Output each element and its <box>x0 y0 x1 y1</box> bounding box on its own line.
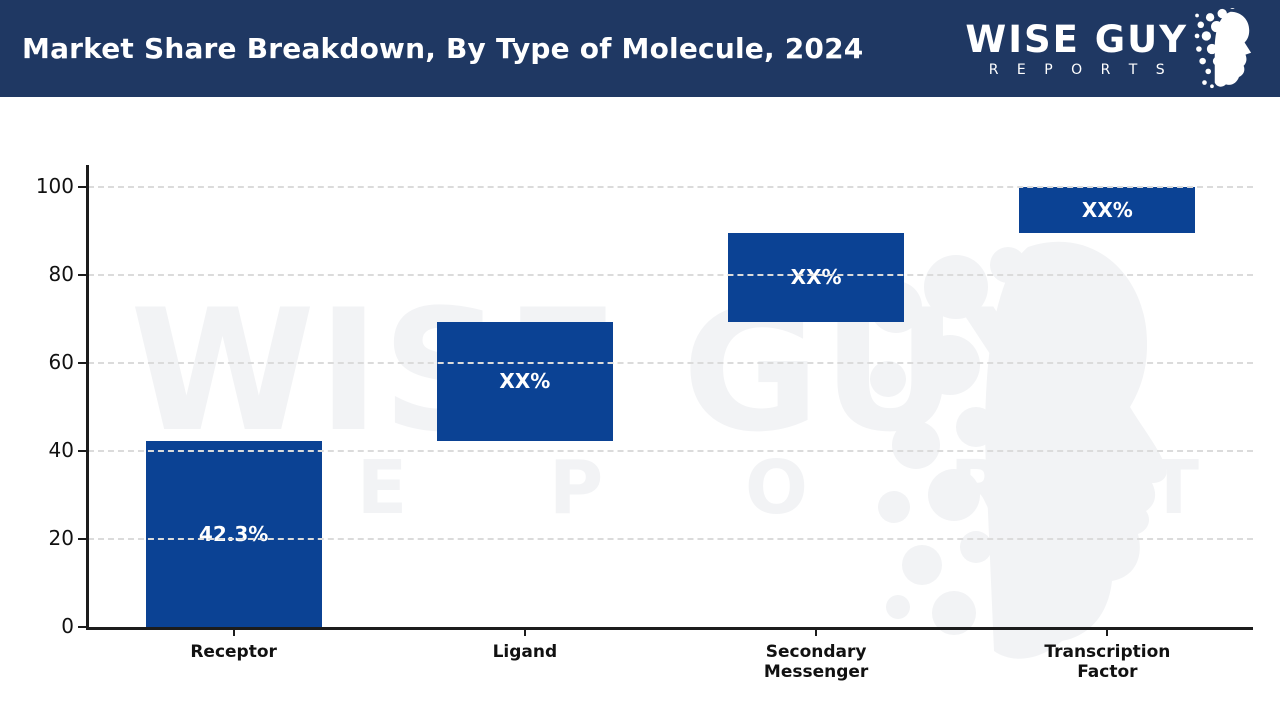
gridline-y-20 <box>88 537 1253 540</box>
y-tick-mark-80 <box>78 273 86 276</box>
y-tick-mark-20 <box>78 537 86 540</box>
x-tick-label-transcription-factor: Transcription Factor <box>1044 642 1171 683</box>
gridline-y-100 <box>88 185 1253 188</box>
y-tick-label-40: 40 <box>48 437 74 462</box>
axes-container <box>0 97 1280 720</box>
bar-value-label-transcription-factor: XX% <box>1081 197 1133 222</box>
logo-subtitle: R E P O R T S <box>988 61 1172 78</box>
waterfall-chart: WISE GUY R E P O R T S 42.3%XX%XX%XX% 02… <box>0 97 1280 720</box>
y-tick-mark-40 <box>78 449 86 452</box>
x-tick-label-ligand: Ligand <box>492 642 558 662</box>
bar-value-label-ligand: XX% <box>499 369 551 394</box>
y-tick-label-60: 60 <box>48 349 74 374</box>
x-tick-mark-secondary-messenger <box>815 629 818 636</box>
gridlines-container <box>0 97 1280 720</box>
wise-guy-reports-logo: WISE GUY R E P O R T S <box>965 7 1266 90</box>
x-axis-line <box>86 627 1253 630</box>
page-title: Market Share Breakdown, By Type of Molec… <box>22 32 864 65</box>
x-tick-label-receptor: Receptor <box>190 642 277 662</box>
y-tick-label-80: 80 <box>48 261 74 286</box>
x-tick-label-secondary-messenger: Secondary Messenger <box>763 642 869 683</box>
logo-head-icon <box>1194 7 1252 88</box>
bar-receptor: 42.3% <box>145 440 322 627</box>
y-tick-label-0: 0 <box>61 614 74 638</box>
gridline-y-60 <box>88 361 1253 364</box>
x-tick-mark-receptor <box>232 629 235 636</box>
gridline-y-40 <box>88 449 1253 452</box>
bars-container: 42.3% XX% XX% XX% <box>0 97 1280 720</box>
bar-value-label-secondary-messenger: XX% <box>790 265 842 290</box>
y-tick-label-20: 20 <box>48 525 74 550</box>
tick-labels-container: 0 20 40 60 80 100 Receptor Ligand Secondary Mess… <box>0 97 1280 720</box>
x-tick-mark-ligand <box>523 629 526 636</box>
bar-secondary-messenger: XX% <box>728 232 905 322</box>
y-tick-mark-60 <box>78 361 86 364</box>
y-axis-line <box>86 165 89 629</box>
logo-wordmark: WISE GUY <box>965 17 1188 61</box>
x-tick-mark-transcription-factor <box>1106 629 1109 636</box>
bar-ligand: XX% <box>436 321 613 441</box>
logo-text: WISE GUY R E P O R T S <box>965 21 1188 77</box>
header-bar: Market Share Breakdown, By Type of Molec… <box>0 0 1280 97</box>
gridline-y-80 <box>88 273 1253 276</box>
y-tick-mark-100 <box>78 185 86 188</box>
bar-value-label-receptor: 42.3% <box>198 521 269 546</box>
y-tick-label-100: 100 <box>35 173 74 198</box>
bar-transcription-factor: XX% <box>1019 186 1196 233</box>
y-tick-mark-0 <box>78 626 86 628</box>
